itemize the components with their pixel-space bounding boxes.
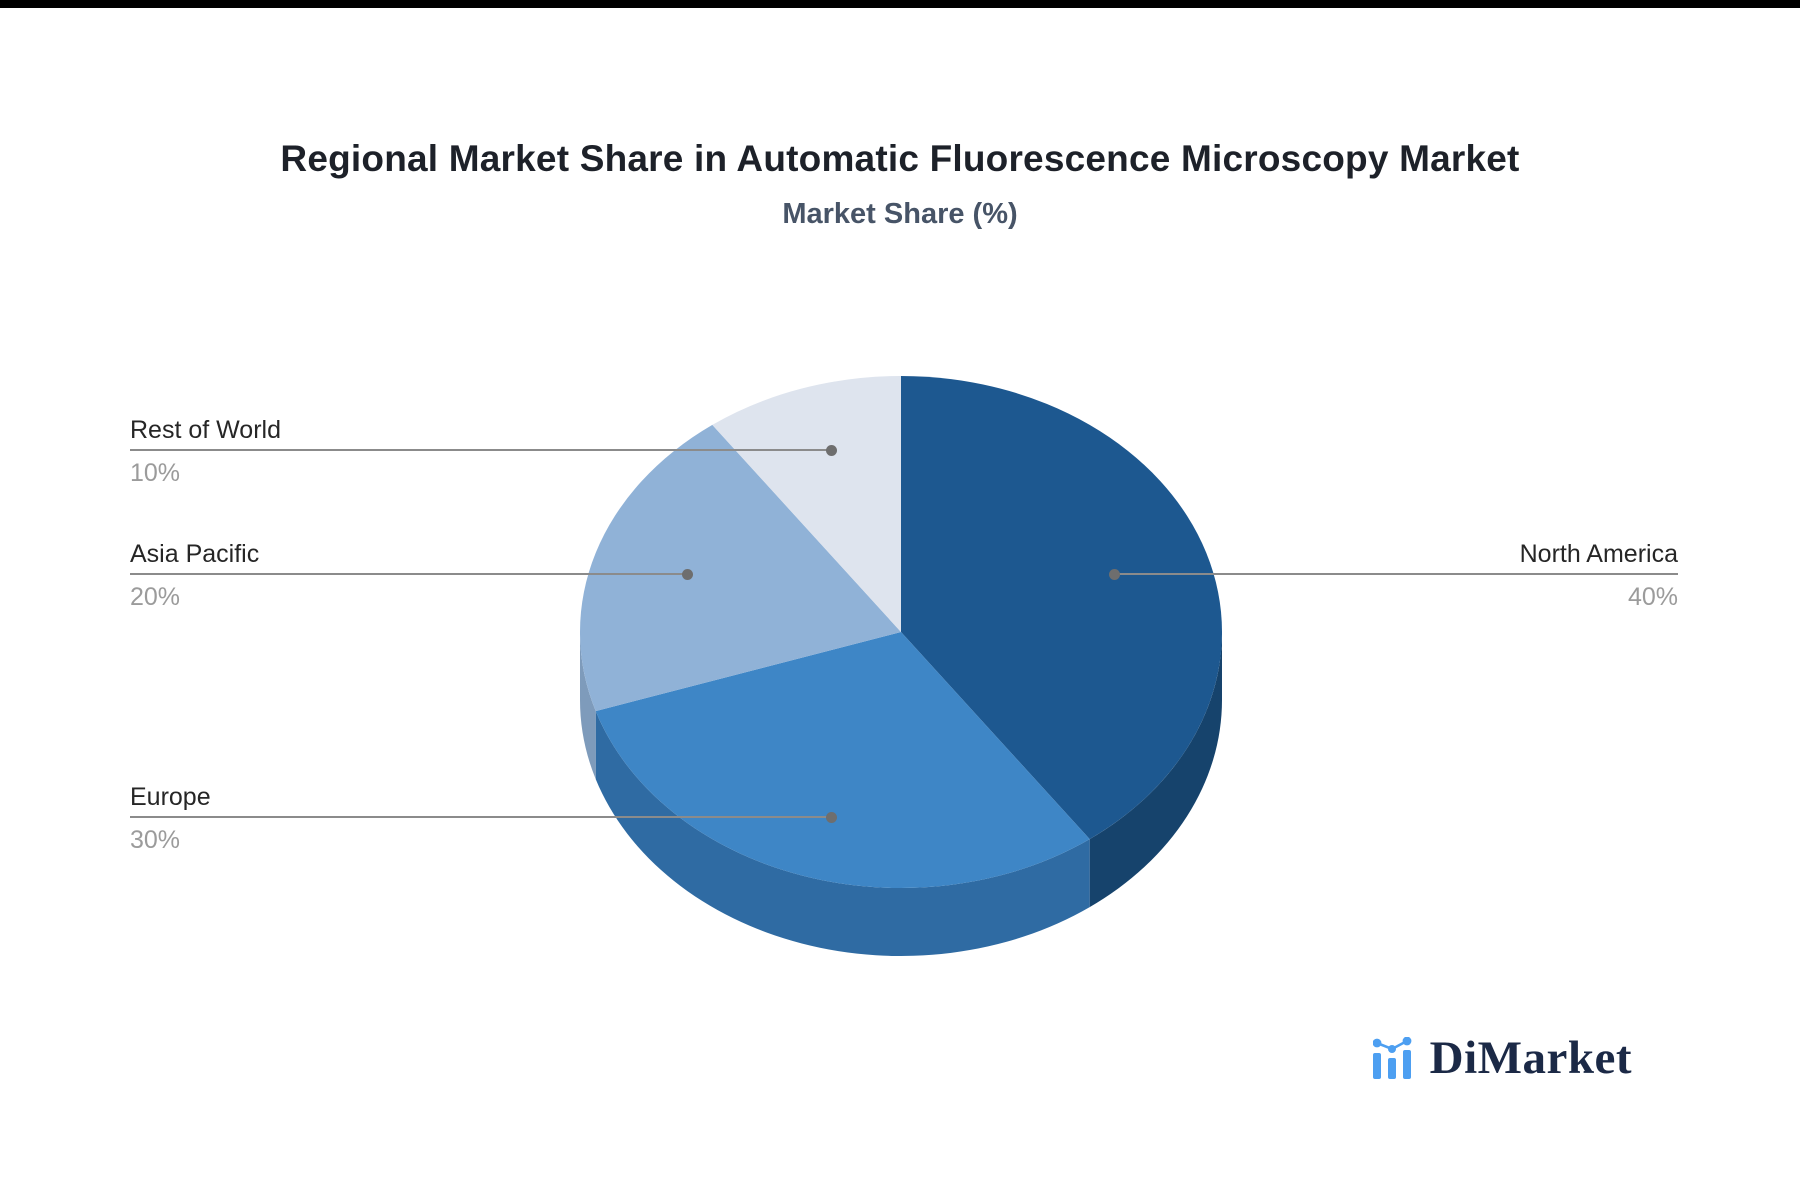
pie-slice-side-north-america	[1089, 632, 1222, 908]
pie-slice-side-asia-pacific	[580, 632, 596, 780]
slice-label-europe: Europe	[130, 783, 211, 811]
logo-dot-3	[1402, 1036, 1412, 1046]
slice-percentage-europe: 30%	[130, 826, 181, 854]
connector-dot-north-america	[1109, 568, 1121, 580]
dimarket-logo: DiMarket	[1372, 1032, 1632, 1084]
logo-bar-3	[1402, 1049, 1411, 1079]
slice-percentage-rest-of-world: 10%	[130, 459, 181, 487]
logo-text: DiMarket	[1429, 1032, 1632, 1084]
pie-slice-asia-pacific	[579, 424, 901, 712]
chart-title: Regional Market Share in Automatic Fluor…	[280, 138, 1520, 179]
chart-subtitle: Market Share (%)	[782, 198, 1018, 230]
window-top-edge	[0, 0, 1800, 8]
bar-line-chart-icon	[1372, 1036, 1412, 1079]
slice-label-asia-pacific: Asia Pacific	[130, 540, 260, 568]
connector-dot-europe	[826, 811, 838, 823]
logo-bar-2	[1387, 1057, 1396, 1079]
connector-line-rest-of-world	[130, 449, 832, 451]
connector-line-asia-pacific	[130, 573, 688, 575]
logo-dot-2	[1387, 1044, 1396, 1053]
connector-line-europe	[130, 816, 832, 818]
logo-bar-1	[1372, 1052, 1381, 1079]
connector-dot-asia-pacific	[681, 568, 693, 580]
slice-label-north-america: North America	[1519, 540, 1678, 568]
connector-line-north-america	[1114, 573, 1678, 575]
logo-dot-1	[1372, 1038, 1382, 1048]
slice-percentage-north-america: 40%	[1627, 583, 1678, 611]
connector-dot-rest-of-world	[826, 444, 838, 456]
slice-percentage-asia-pacific: 20%	[130, 583, 181, 611]
pie-slice-north-america	[901, 376, 1223, 840]
pie-slice-europe	[595, 632, 1090, 889]
slice-label-rest-of-world: Rest of World	[130, 416, 281, 444]
pie-slice-side-europe	[595, 711, 1090, 957]
pie-slice-rest-of-world	[712, 376, 901, 632]
